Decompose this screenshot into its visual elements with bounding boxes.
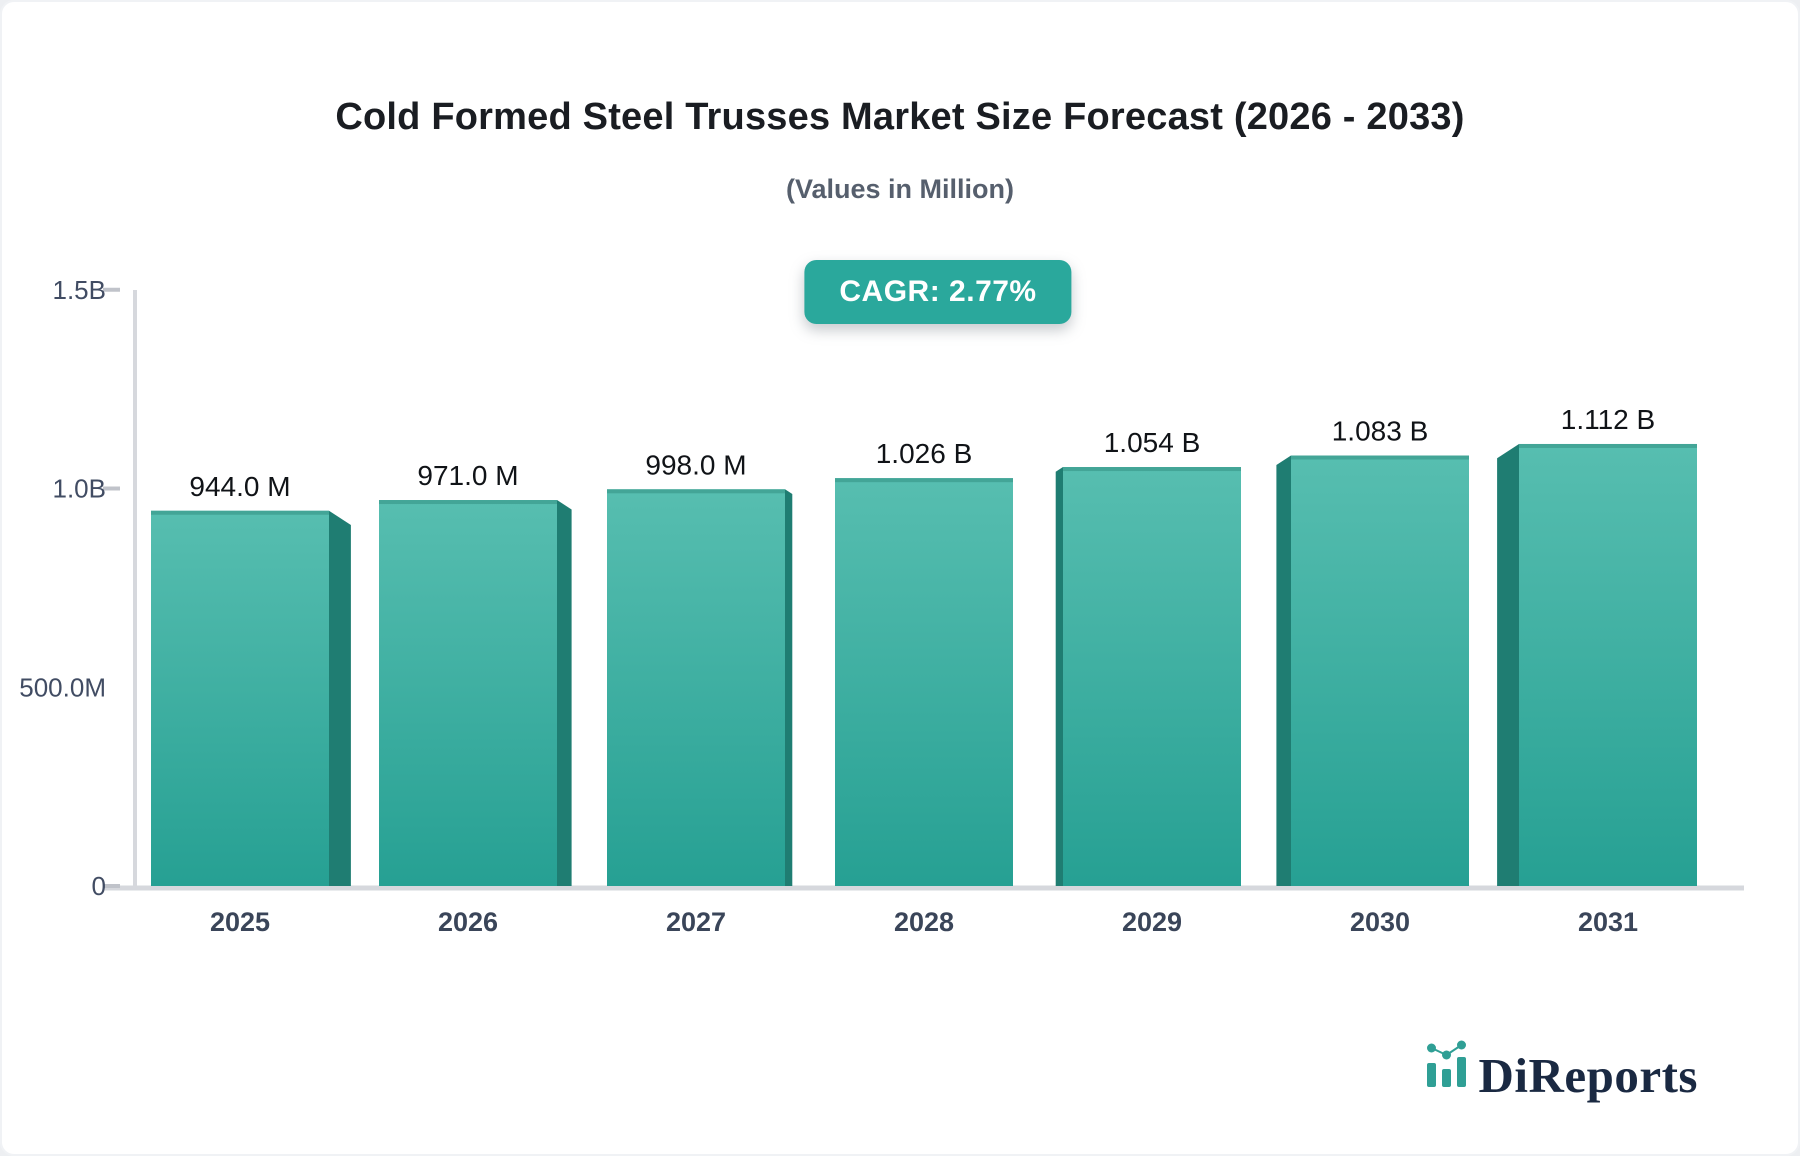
bar-value-label: 998.0 M: [645, 449, 746, 480]
bar-side-face: [557, 500, 572, 886]
bar-value-label: 1.083 B: [1332, 416, 1429, 447]
logo-dot: [1442, 1050, 1452, 1060]
logo-bar: [1442, 1069, 1452, 1087]
bar-top-cap: [1291, 455, 1469, 460]
cagr-badge: CAGR: 2.77%: [804, 260, 1072, 324]
bar-2031: [1519, 443, 1697, 886]
bar-value-label: 971.0 M: [417, 460, 518, 491]
y-tick-label: 0: [92, 871, 106, 901]
bar-2027: [607, 489, 785, 886]
bar-value-label: 944.0 M: [189, 471, 290, 502]
bar-side-face: [329, 510, 351, 886]
logo-dot: [1457, 1040, 1467, 1050]
bar-top-cap: [379, 500, 557, 505]
x-category-label: 2029: [1122, 907, 1182, 937]
bar-side-face: [1276, 455, 1291, 886]
x-category-label: 2026: [438, 907, 498, 937]
bar-side-face: [785, 489, 793, 886]
bar-top-cap: [835, 478, 1013, 483]
bar-side-face: [1497, 443, 1519, 886]
bar-value-label: 1.054 B: [1104, 427, 1201, 458]
logo-dot: [1427, 1043, 1437, 1053]
x-category-label: 2031: [1578, 907, 1638, 937]
x-category-label: 2030: [1350, 907, 1410, 937]
bar-value-label: 1.026 B: [876, 438, 973, 469]
direports-logo: DiReports: [1425, 1039, 1698, 1100]
direports-logo-icon: [1427, 1040, 1467, 1087]
x-category-label: 2028: [894, 907, 954, 937]
bar-2025: [151, 510, 329, 886]
chart-subtitle: (Values in Million): [785, 174, 1015, 204]
x-category-label: 2027: [666, 907, 726, 937]
y-tick-label: 1.5B: [53, 275, 107, 305]
bar-side-face: [1055, 467, 1063, 886]
bar-top-cap: [151, 510, 329, 515]
logo-bar: [1427, 1063, 1437, 1087]
bar-value-label: 1.112 B: [1561, 404, 1655, 435]
plot-area: 1.5B 1.0B 500.0M 0 944.0 M 2025 971.0 M 2026 998…: [19, 275, 1744, 937]
x-category-label: 2025: [210, 907, 270, 937]
bar-2028: [835, 478, 1013, 886]
bar-top-cap: [1519, 443, 1697, 448]
chart-title: Cold Formed Steel Trusses Market Size Fo…: [335, 96, 1465, 138]
bar-2029: [1063, 467, 1241, 886]
direports-logo-text: DiReports: [1478, 1048, 1698, 1103]
bar-2026: [379, 500, 557, 886]
bar-2030: [1291, 455, 1469, 886]
bar-top-cap: [1063, 467, 1241, 472]
logo-bar: [1457, 1057, 1467, 1087]
y-tick-label: 1.0B: [53, 474, 107, 504]
y-tick-label: 500.0M: [19, 672, 106, 702]
bar-top-cap: [607, 489, 785, 494]
